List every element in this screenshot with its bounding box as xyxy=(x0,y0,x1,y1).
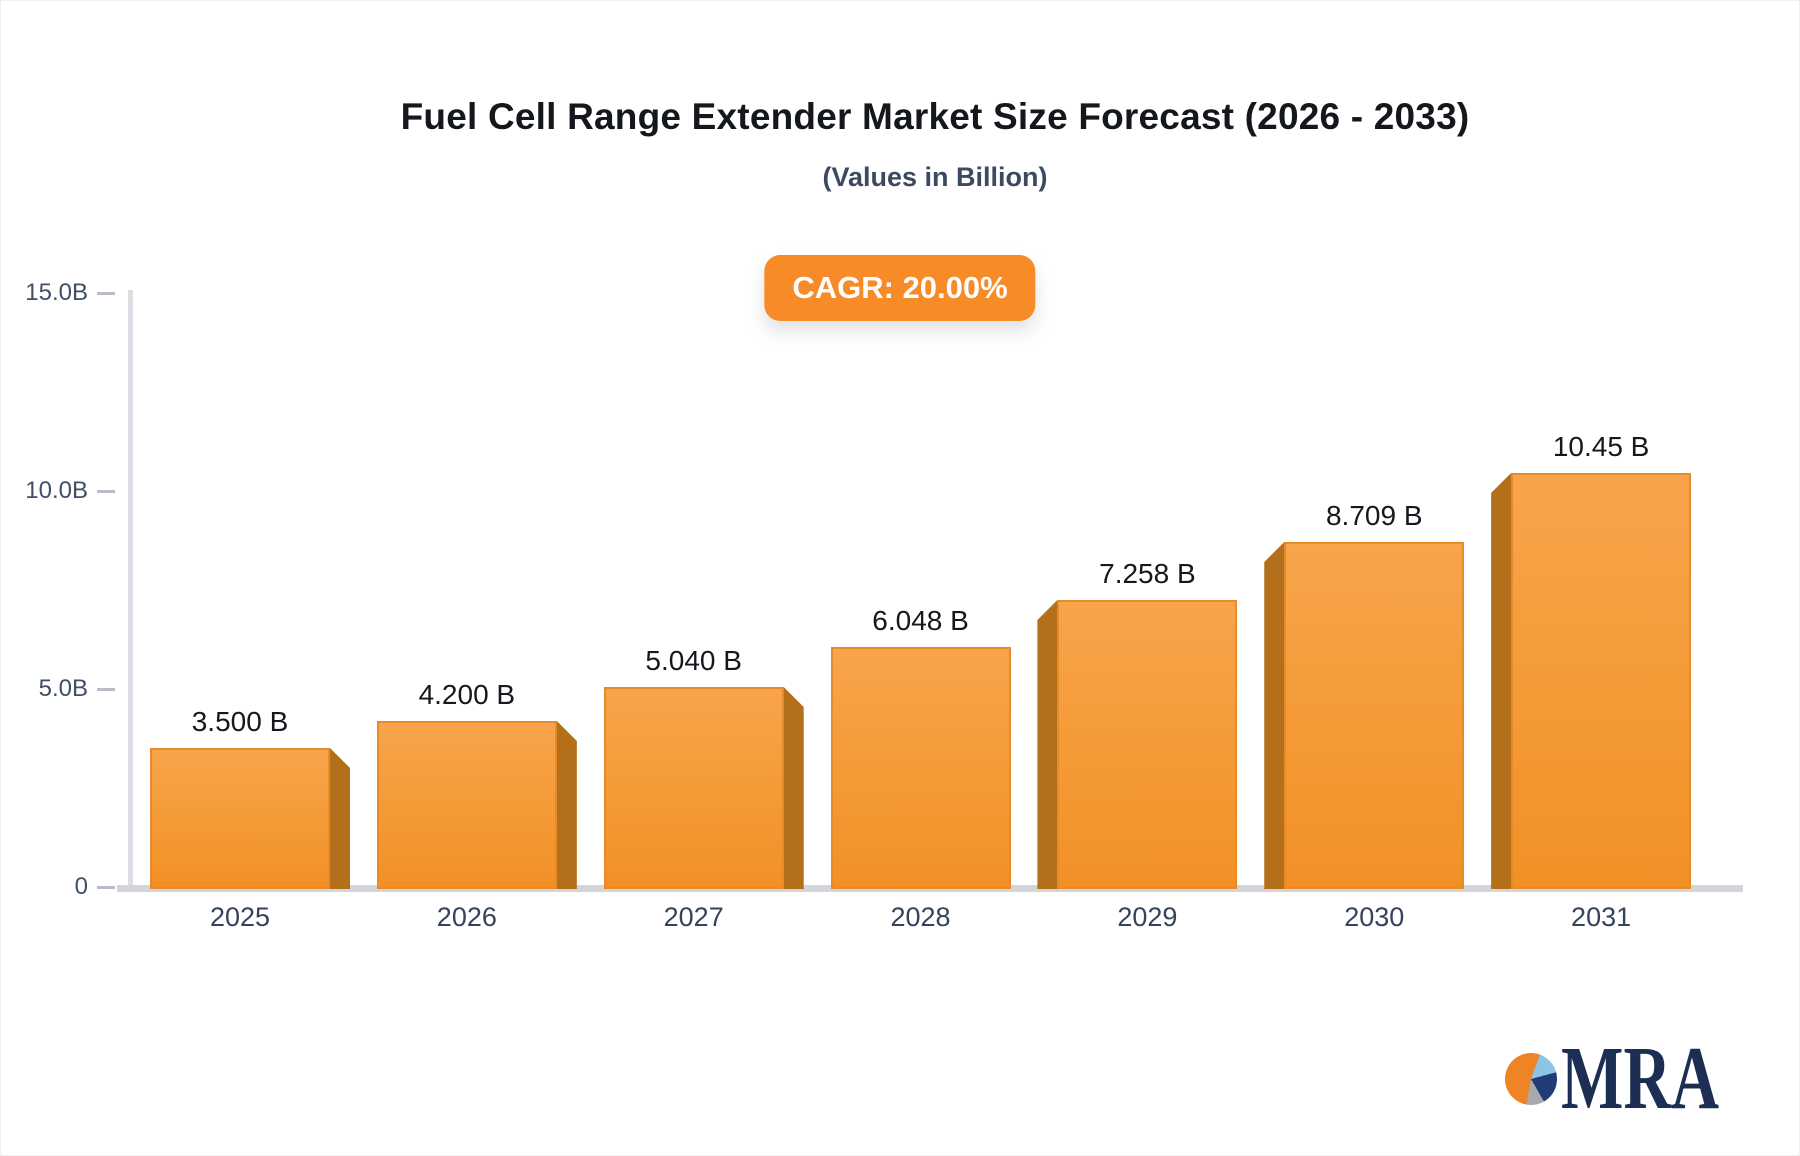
bar-side-face xyxy=(1037,600,1058,889)
y-axis-line xyxy=(128,290,133,890)
bar-2028[interactable] xyxy=(830,647,1011,889)
y-tick-label: 10.0B xyxy=(25,477,88,504)
y-tick-mark xyxy=(97,688,115,691)
y-tick-label: 15.0B xyxy=(25,279,88,306)
bar-2025[interactable] xyxy=(150,748,330,889)
pie-chart-logo-icon xyxy=(1505,1053,1557,1105)
bar-value-label: 10.45 B xyxy=(1552,431,1650,462)
bar-value-label: 8.709 B xyxy=(1325,500,1423,531)
brand-logo-text-svg: MRA xyxy=(1561,1040,1719,1116)
x-axis-label: 2027 xyxy=(663,902,724,932)
chart-header: Fuel Cell Range Extender Market Size For… xyxy=(130,0,1740,193)
bar-2027[interactable] xyxy=(603,687,784,889)
bar-2031[interactable] xyxy=(1511,473,1692,889)
bar-2026[interactable] xyxy=(376,721,557,889)
bar-value-label: 5.040 B xyxy=(645,645,742,676)
x-axis-label: 2028 xyxy=(890,902,951,932)
bar-side-face xyxy=(1491,473,1512,889)
y-tick-label: 5.0B xyxy=(38,675,88,702)
bar-value-label: 3.500 B xyxy=(191,706,289,737)
brand-logo-text: MRA xyxy=(1561,1040,1719,1116)
y-tick-mark xyxy=(97,292,115,295)
bar-value-label: 6.048 B xyxy=(872,605,969,636)
bar-value-label: 4.200 B xyxy=(418,679,516,710)
chart-subtitle: (Values in Billion) xyxy=(822,162,1048,192)
y-tick-label: 0 xyxy=(74,873,88,900)
bar-2029[interactable] xyxy=(1057,600,1238,889)
bar-side-face xyxy=(783,687,804,889)
y-tick-mark xyxy=(97,490,115,493)
x-axis-label: 2030 xyxy=(1344,902,1405,932)
x-axis-label: 2025 xyxy=(209,902,271,932)
x-axis-label: 2031 xyxy=(1571,902,1632,932)
chart-title: Fuel Cell Range Extender Market Size For… xyxy=(400,96,1470,137)
x-axis-label: 2029 xyxy=(1117,902,1178,932)
bar-side-face xyxy=(556,721,577,889)
brand-logo: MRA xyxy=(1505,1040,1726,1116)
cagr-badge: CAGR: 20.00% xyxy=(764,255,1036,321)
bar-side-face xyxy=(1264,542,1285,889)
bar-value-label: 7.258 B xyxy=(1099,558,1196,589)
x-axis-label: 2026 xyxy=(436,902,497,932)
y-tick-mark xyxy=(97,886,115,889)
bar-2030[interactable] xyxy=(1284,542,1465,889)
bar-side-face xyxy=(330,748,350,889)
